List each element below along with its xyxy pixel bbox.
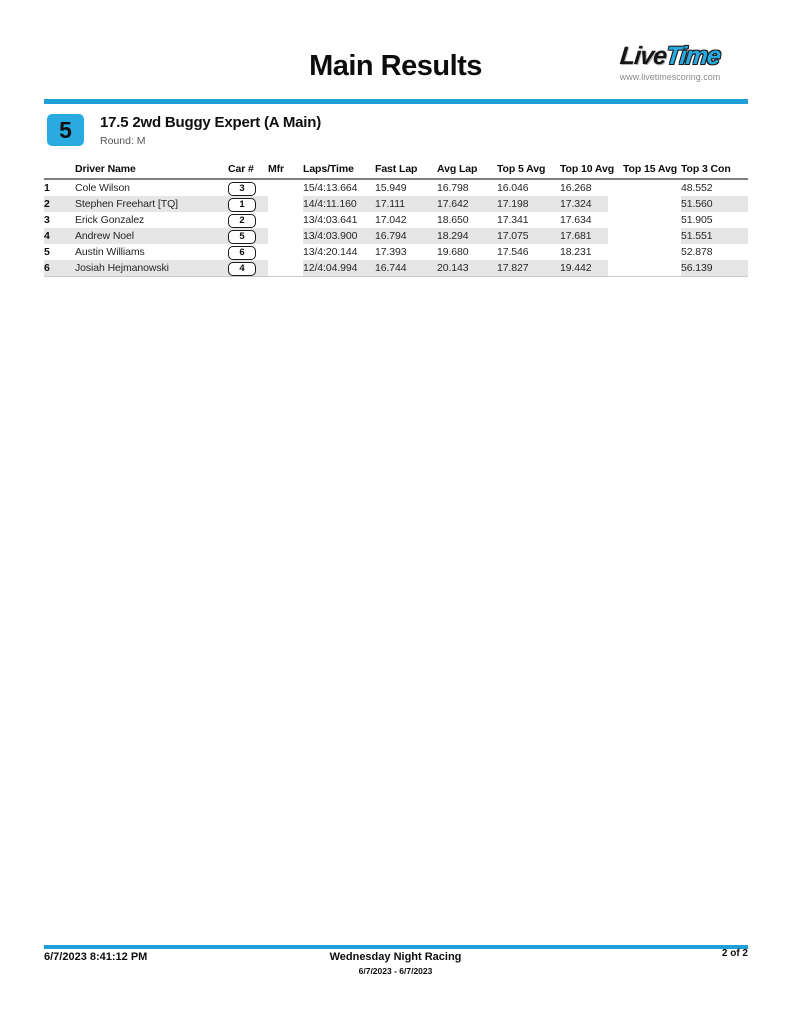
pos-cell: 6 — [44, 260, 75, 276]
table-row: 2 Stephen Freehart [TQ] 1 14/4:11.160 17.111… — [44, 196, 748, 212]
column-header-laps-time: Laps/Time — [303, 163, 354, 175]
driver-cell: Andrew Noel — [75, 228, 228, 244]
driver-cell: Austin Williams — [75, 246, 145, 258]
table-body: 1 Cole Wilson 3 15/4:13.664 15.949 16.798 16.0… — [44, 180, 748, 277]
column-header-driver-name: Driver Name — [75, 163, 136, 175]
fast-lap-cell: 17.042 — [375, 214, 407, 226]
fast-lap-cell: 16.744 — [375, 260, 437, 276]
top10-cell: 17.634 — [560, 214, 592, 226]
driver-cell: Cole Wilson — [75, 182, 130, 194]
laps-time-cell: 13/4:03.900 — [303, 228, 375, 244]
column-header-avg-lap: Avg Lap — [437, 163, 478, 175]
laps-time-cell: 13/4:20.144 — [303, 246, 358, 258]
driver-cell: Stephen Freehart [TQ] — [75, 196, 228, 212]
car-number-badge: 4 — [228, 262, 256, 276]
livetime-logo-wordmark: LiveTime — [619, 42, 722, 71]
footer-event-block: Wednesday Night Racing 6/7/2023 - 6/7/20… — [0, 951, 791, 976]
top5-cell: 17.827 — [497, 260, 560, 276]
car-number-cell: 1 — [228, 196, 268, 212]
car-number-badge: 1 — [228, 198, 256, 212]
top3con-cell: 51.560 — [681, 196, 748, 212]
car-number-cell: 3 — [228, 180, 268, 196]
laps-time-cell: 13/4:03.641 — [303, 214, 358, 226]
logo-live-text: Live — [618, 42, 668, 70]
column-header-car: Car # — [228, 163, 254, 175]
top3con-cell: 48.552 — [681, 182, 713, 194]
top5-cell: 16.046 — [497, 182, 529, 194]
pos-cell: 5 — [44, 246, 50, 258]
table-row: 4 Andrew Noel 5 13/4:03.900 16.794 18.294 17.0… — [44, 228, 748, 244]
top5-cell: 17.341 — [497, 214, 529, 226]
column-header-top-10-avg: Top 10 Avg — [560, 163, 615, 175]
column-header-top-5-avg: Top 5 Avg — [497, 163, 546, 175]
laps-time-cell: 15/4:13.664 — [303, 182, 358, 194]
footer-divider-bar — [44, 945, 748, 949]
fast-lap-cell: 17.393 — [375, 246, 407, 258]
footer-event-dates: 6/7/2023 - 6/7/2023 — [358, 966, 433, 976]
column-header-top-3-con: Top 3 Con — [681, 163, 731, 175]
pos-cell: 4 — [44, 228, 75, 244]
header-divider-bar — [44, 99, 748, 104]
logo-time-text: Time — [664, 42, 722, 70]
logo-website-url: www.livetimescoring.com — [619, 72, 721, 82]
top5-cell: 17.546 — [497, 246, 529, 258]
top3con-cell: 56.139 — [681, 260, 748, 276]
laps-time-cell: 12/4:04.994 — [303, 260, 375, 276]
fast-lap-cell: 15.949 — [375, 182, 407, 194]
table-row: 6 Josiah Hejmanowski 4 12/4:04.994 16.744 20.… — [44, 260, 748, 276]
top10-cell: 17.324 — [560, 196, 608, 212]
top10-cell: 17.681 — [560, 228, 608, 244]
top10-cell: 19.442 — [560, 260, 608, 276]
footer-generated-timestamp: 6/7/2023 8:41:12 PM — [44, 951, 148, 963]
footer-page-number: 2 of 2 — [721, 948, 748, 959]
livetime-logo: LiveTime www.livetimescoring.com — [594, 42, 746, 82]
pos-cell: 2 — [44, 196, 75, 212]
page-title: Main Results — [309, 50, 482, 82]
car-number-badge: 5 — [228, 230, 256, 244]
footer-event-name: Wednesday Night Racing — [329, 951, 462, 963]
car-number-cell: 5 — [228, 228, 268, 244]
avg-lap-cell: 18.650 — [437, 214, 469, 226]
column-header-mfr: Mfr — [268, 163, 285, 175]
car-number-badge: 3 — [228, 182, 256, 196]
table-header-row: Driver Name Car # Mfr Laps/Time Fast Lap Avg … — [44, 161, 748, 180]
top10-cell: 18.231 — [560, 246, 592, 258]
top3con-cell: 51.551 — [681, 228, 748, 244]
avg-lap-cell: 20.143 — [437, 260, 497, 276]
table-row: 5 Austin Williams 6 13/4:20.144 17.393 19.680… — [44, 244, 748, 260]
avg-lap-cell: 19.680 — [437, 246, 469, 258]
driver-cell: Erick Gonzalez — [75, 214, 145, 226]
car-number-cell: 4 — [228, 260, 268, 276]
fast-lap-cell: 16.794 — [375, 228, 437, 244]
column-header-fast-lap: Fast Lap — [375, 163, 418, 175]
driver-cell: Josiah Hejmanowski — [75, 260, 228, 276]
pos-cell: 1 — [44, 182, 50, 194]
race-round-label: Round: M — [100, 135, 146, 147]
table-row: 1 Cole Wilson 3 15/4:13.664 15.949 16.798 16.0… — [44, 180, 748, 196]
top10-cell: 16.268 — [560, 182, 592, 194]
top3con-cell: 51.905 — [681, 214, 713, 226]
car-number-cell: 6 — [228, 244, 268, 260]
pos-cell: 3 — [44, 214, 50, 226]
avg-lap-cell: 16.798 — [437, 182, 469, 194]
laps-time-cell: 14/4:11.160 — [303, 196, 375, 212]
car-number-badge: 6 — [228, 246, 256, 260]
car-number-badge: 2 — [228, 214, 256, 228]
top3con-cell: 52.878 — [681, 246, 713, 258]
avg-lap-cell: 17.642 — [437, 196, 497, 212]
top5-cell: 17.198 — [497, 196, 560, 212]
results-table: Driver Name Car # Mfr Laps/Time Fast Lap Avg … — [44, 161, 748, 277]
avg-lap-cell: 18.294 — [437, 228, 497, 244]
fast-lap-cell: 17.111 — [375, 196, 437, 212]
race-number-badge: 5 — [47, 114, 84, 146]
column-header-top-15-avg: Top 15 Avg — [623, 163, 678, 175]
car-number-cell: 2 — [228, 212, 268, 228]
race-class-name: 17.5 2wd Buggy Expert (A Main) — [100, 114, 321, 131]
top5-cell: 17.075 — [497, 228, 560, 244]
table-row: 3 Erick Gonzalez 2 13/4:03.641 17.042 18.650 1… — [44, 212, 748, 228]
